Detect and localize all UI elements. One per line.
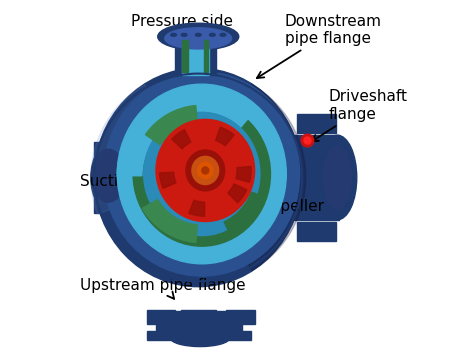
- Wedge shape: [160, 172, 176, 189]
- Ellipse shape: [186, 150, 225, 191]
- Ellipse shape: [117, 84, 286, 264]
- Wedge shape: [224, 192, 264, 235]
- Ellipse shape: [210, 33, 215, 36]
- Circle shape: [304, 137, 311, 144]
- Bar: [293, 135, 339, 220]
- Ellipse shape: [133, 102, 271, 246]
- Ellipse shape: [323, 146, 352, 209]
- Ellipse shape: [104, 72, 300, 276]
- Ellipse shape: [91, 149, 125, 202]
- Ellipse shape: [165, 28, 232, 49]
- Bar: [175, 35, 216, 75]
- Ellipse shape: [202, 167, 209, 174]
- Wedge shape: [198, 84, 306, 271]
- Wedge shape: [216, 127, 234, 146]
- Wedge shape: [142, 200, 197, 242]
- Text: Upstream pipe flange: Upstream pipe flange: [80, 278, 246, 299]
- Wedge shape: [228, 184, 247, 203]
- Ellipse shape: [171, 33, 176, 36]
- Text: Driveshaft
flange: Driveshaft flange: [311, 89, 408, 142]
- Bar: [297, 222, 336, 241]
- Ellipse shape: [198, 162, 213, 179]
- Bar: [156, 311, 242, 338]
- Ellipse shape: [156, 119, 255, 222]
- Wedge shape: [91, 84, 198, 214]
- Bar: [182, 38, 209, 75]
- Wedge shape: [172, 130, 191, 149]
- Text: Downstream
pipe flange: Downstream pipe flange: [257, 14, 382, 78]
- Ellipse shape: [182, 33, 187, 36]
- Bar: [203, 40, 208, 72]
- Ellipse shape: [220, 33, 226, 36]
- Wedge shape: [146, 105, 197, 145]
- Ellipse shape: [91, 141, 137, 214]
- Text: Impeller: Impeller: [234, 176, 325, 214]
- Ellipse shape: [144, 112, 260, 236]
- Bar: [147, 310, 175, 324]
- Ellipse shape: [195, 33, 201, 36]
- Ellipse shape: [158, 23, 239, 50]
- Ellipse shape: [170, 329, 230, 346]
- Bar: [227, 310, 255, 324]
- Ellipse shape: [94, 68, 302, 287]
- Circle shape: [301, 134, 314, 147]
- Bar: [147, 331, 251, 339]
- Bar: [181, 310, 216, 338]
- Ellipse shape: [192, 156, 219, 185]
- Bar: [94, 142, 129, 213]
- Ellipse shape: [318, 135, 357, 220]
- Wedge shape: [117, 93, 253, 176]
- Bar: [182, 40, 188, 72]
- Text: Pressure side: Pressure side: [131, 14, 233, 72]
- Wedge shape: [236, 166, 251, 182]
- Text: Suction side: Suction side: [80, 174, 174, 194]
- Bar: [297, 114, 336, 133]
- Wedge shape: [189, 200, 205, 216]
